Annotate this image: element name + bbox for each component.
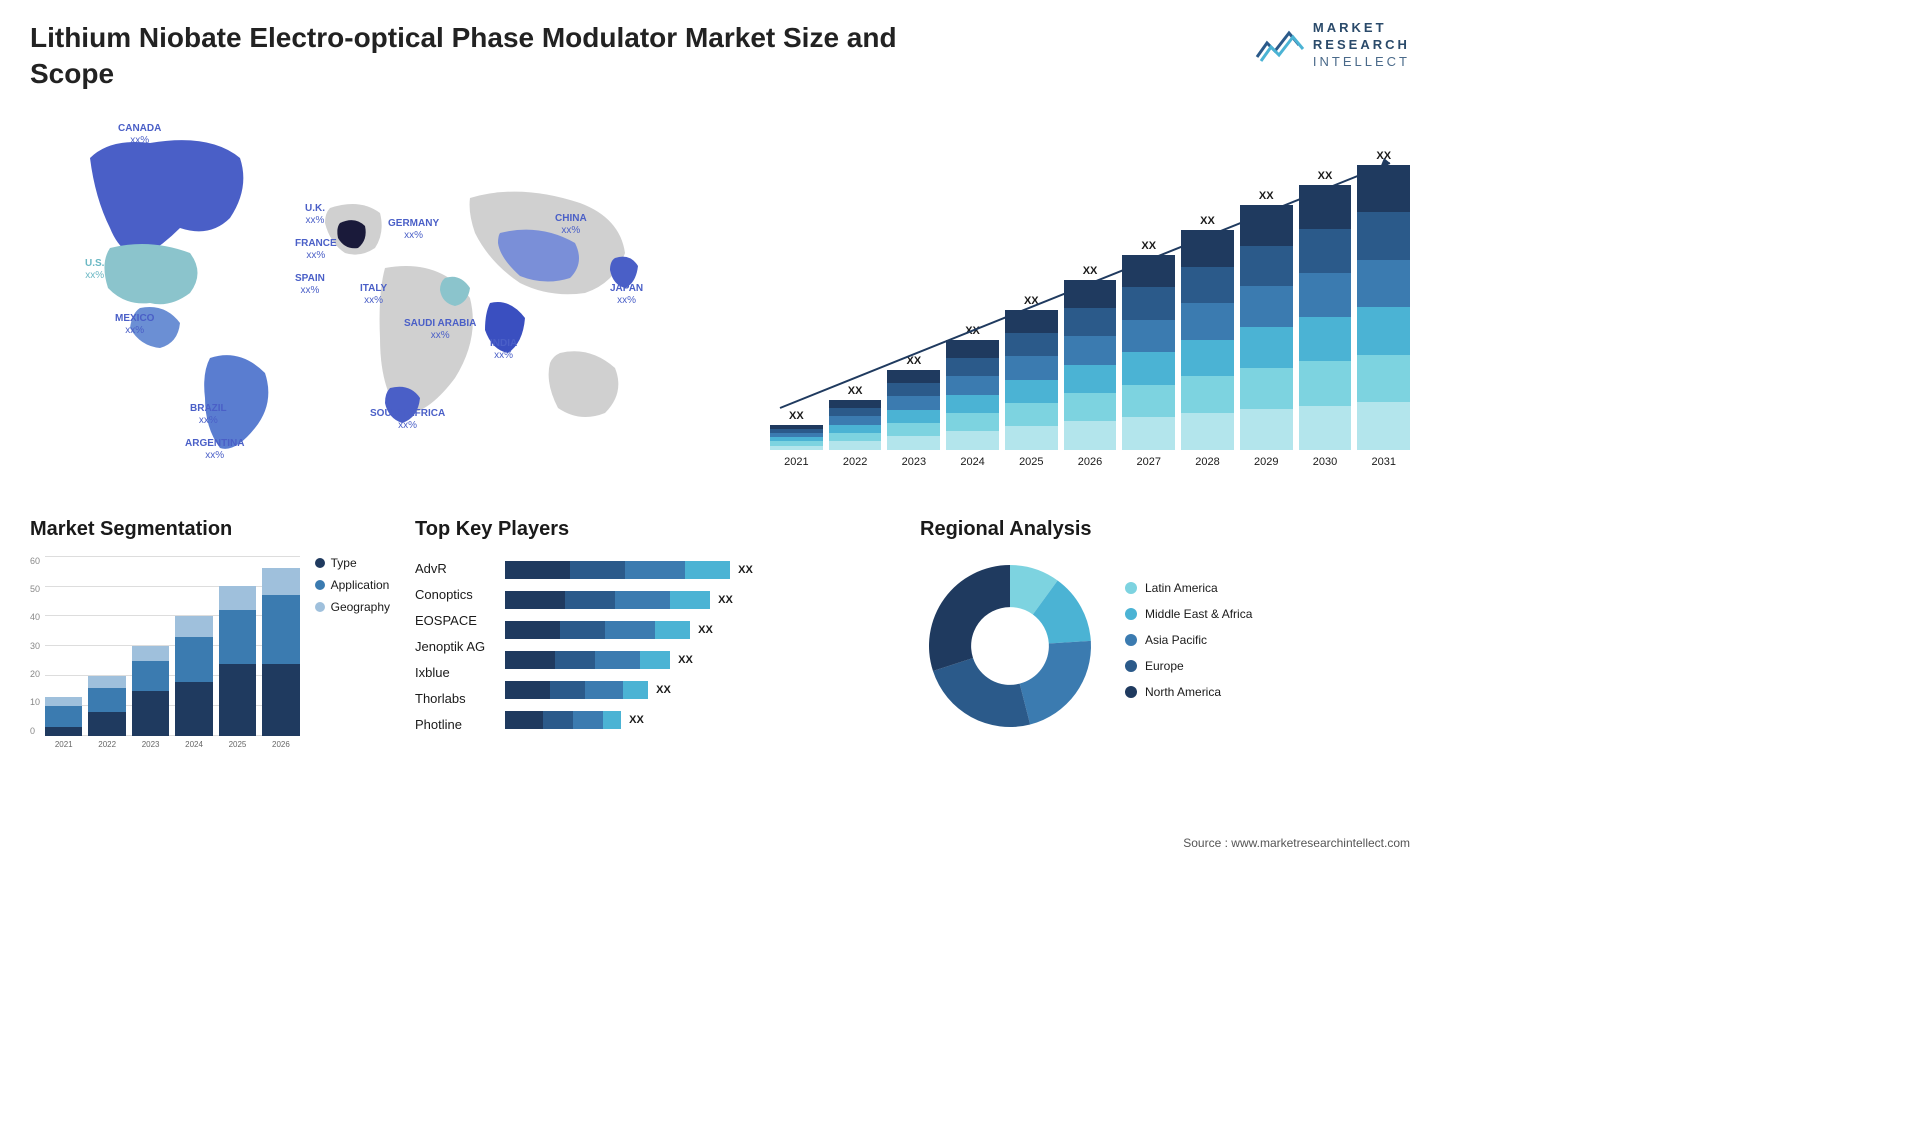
player-name: AdvR [415,556,485,582]
seg-bar [262,568,299,736]
map-label: ARGENTINAxx% [185,438,244,462]
player-bar-row: XX [505,651,895,669]
growth-bar: XX2027 [1122,235,1175,468]
growth-bar: XX2022 [829,380,882,468]
player-bar-row: XX [505,711,895,729]
map-label: MEXICOxx% [115,313,154,337]
growth-bar: XX2026 [1064,260,1117,468]
logo-line3: INTELLECT [1313,54,1410,71]
player-name: Ixblue [415,660,485,686]
map-label: BRAZILxx% [190,403,227,427]
players-bars: XX XX XX XX XX XX [505,556,895,738]
growth-bar: XX2023 [887,350,940,468]
growth-bar: XX2029 [1240,185,1293,468]
seg-bar [175,616,212,736]
segmentation-legend: Type Application Geography [315,556,390,756]
regional-title: Regional Analysis [920,518,1410,541]
segmentation-chart: 6050403020100 202120222023202420252026 T… [30,556,390,756]
players-title: Top Key Players [415,518,895,541]
map-label: GERMANYxx% [388,218,439,242]
regional-legend-item: Middle East & Africa [1125,607,1252,621]
player-name: Photline [415,712,485,738]
player-name: Conoptics [415,582,485,608]
map-label: ITALYxx% [360,283,387,307]
segmentation-title: Market Segmentation [30,518,390,541]
player-bar-row: XX [505,681,895,699]
source-text: Source : www.marketresearchintellect.com [1183,836,1410,850]
player-name: EOSPACE [415,608,485,634]
growth-bar: XX2024 [946,320,999,468]
regional-legend-item: Asia Pacific [1125,633,1252,647]
regional-legend: Latin America Middle East & Africa Asia Pa… [1125,581,1252,711]
seg-y-axis: 6050403020100 [30,556,45,736]
players-section: Top Key Players AdvRConopticsEOSPACEJeno… [415,518,895,756]
regional-donut [920,556,1100,736]
player-bar-row: XX [505,561,895,579]
map-label: FRANCExx% [295,238,337,262]
seg-bar [88,676,125,736]
map-label: JAPANxx% [610,283,643,307]
logo: MARKET RESEARCH INTELLECT [1255,20,1410,71]
growth-bar: XX2031 [1357,145,1410,468]
map-label: U.S.xx% [85,258,104,282]
growth-bar: XX2021 [770,405,823,468]
player-bar-row: XX [505,621,895,639]
seg-bar [132,646,169,736]
seg-legend-item: Geography [315,600,390,614]
growth-chart: XX2021XX2022XX2023XX2024XX2025XX2026XX20… [740,108,1410,488]
seg-legend-item: Type [315,556,390,570]
segmentation-section: Market Segmentation 6050403020100 202120… [30,518,390,756]
world-map: CANADAxx% U.S.xx% MEXICOxx% BRAZILxx% ARGENT… [30,108,710,488]
regional-legend-item: Latin America [1125,581,1252,595]
page-title: Lithium Niobate Electro-optical Phase Mo… [30,20,930,93]
players-list: AdvRConopticsEOSPACEJenoptik AGIxblueTho… [415,556,485,738]
map-label: CANADAxx% [118,123,161,147]
regional-legend-item: North America [1125,685,1252,699]
logo-line2: RESEARCH [1313,37,1410,54]
map-label: INDIAxx% [490,338,517,362]
growth-bar: XX2030 [1299,165,1352,468]
growth-bar: XX2028 [1181,210,1234,468]
map-label: SPAINxx% [295,273,325,297]
seg-bar [219,586,256,736]
seg-legend-item: Application [315,578,390,592]
player-name: Thorlabs [415,686,485,712]
player-bar-row: XX [505,591,895,609]
player-name: Jenoptik AG [415,634,485,660]
donut-slice [929,565,1010,671]
regional-section: Regional Analysis Latin America Middle Ea… [920,518,1410,756]
map-label: CHINAxx% [555,213,587,237]
growth-bar: XX2025 [1005,290,1058,468]
regional-legend-item: Europe [1125,659,1252,673]
donut-slice [933,658,1030,727]
map-label: SOUTH AFRICAxx% [370,408,445,432]
map-label: U.K.xx% [305,203,325,227]
logo-line1: MARKET [1313,20,1410,37]
seg-bar [45,697,82,736]
logo-icon [1255,25,1305,65]
donut-slice [1020,641,1091,725]
map-label: SAUDI ARABIAxx% [404,318,476,342]
